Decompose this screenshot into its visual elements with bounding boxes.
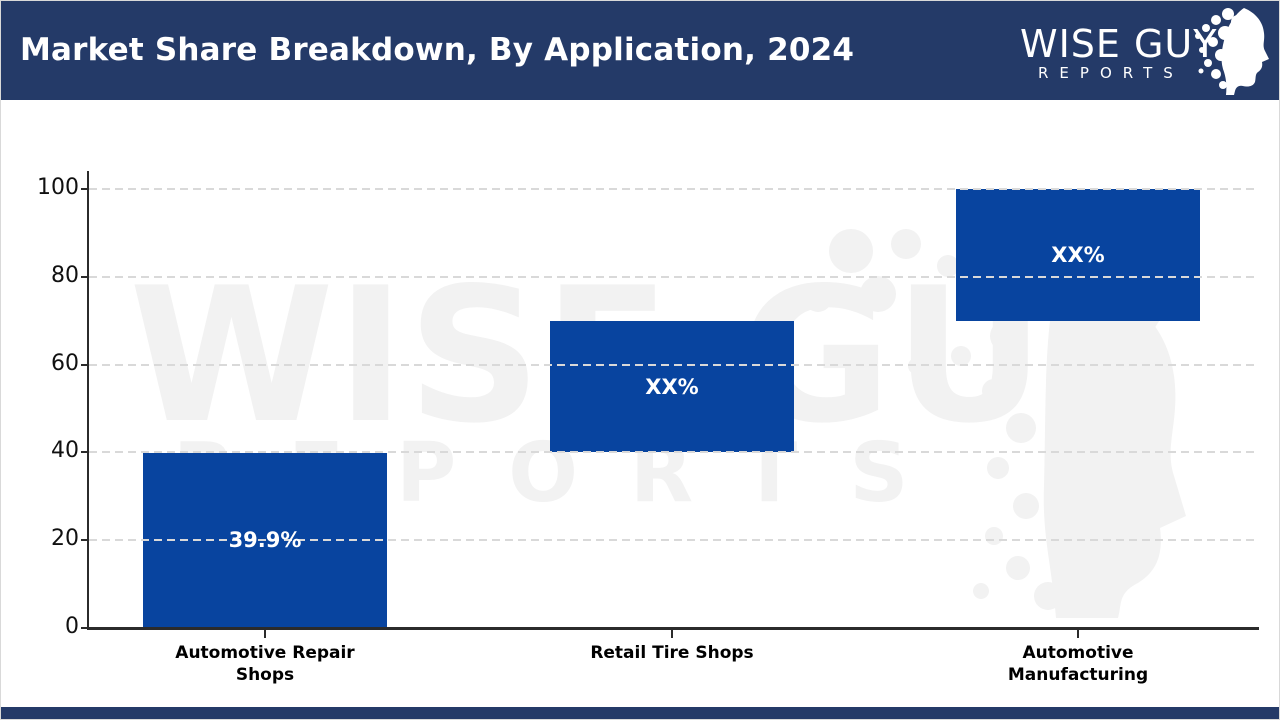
bar-value-label: 39.9% — [228, 528, 302, 553]
bar-value-label: XX% — [1051, 242, 1105, 267]
bar-value-label: XX% — [645, 374, 699, 399]
y-gridline — [89, 188, 1257, 190]
y-tick-mark — [81, 451, 89, 454]
y-tick-label: 80 — [51, 262, 79, 288]
logo-face-icon — [1195, 8, 1269, 95]
footer-bar — [1, 707, 1279, 719]
x-category-label: Automotive Manufacturing — [1007, 643, 1149, 685]
y-tick-mark — [81, 539, 89, 542]
bar[interactable] — [550, 320, 794, 453]
y-gridline — [89, 451, 1257, 454]
y-tick-label: 20 — [51, 526, 79, 552]
x-tick-mark — [1077, 630, 1079, 638]
y-gridline — [89, 539, 1257, 542]
wiseguy-logo: WISE GUY REPORTS — [1020, 4, 1270, 96]
y-tick-mark — [81, 275, 89, 278]
y-tick-label: 0 — [65, 614, 79, 639]
x-category-label: Retail Tire Shops — [590, 643, 754, 663]
y-tick-label: 40 — [51, 438, 79, 464]
logo-wordmark: WISE GUY — [1020, 22, 1218, 66]
logo-subtitle: REPORTS — [1038, 64, 1184, 82]
x-category-label: Automotive Repair Shops — [175, 643, 355, 685]
header-bar: Market Share Breakdown, By Application, … — [1, 1, 1279, 100]
y-tick-mark — [81, 188, 89, 190]
y-tick-label: 100 — [37, 175, 79, 200]
y-tick-mark — [81, 627, 89, 629]
y-gridline — [89, 363, 1257, 366]
page-title: Market Share Breakdown, By Application, … — [20, 32, 855, 68]
x-tick-mark — [264, 630, 266, 638]
x-tick-mark — [671, 630, 673, 638]
y-tick-mark — [81, 363, 89, 366]
y-axis-line — [87, 171, 89, 630]
x-axis-line — [87, 627, 1259, 630]
y-gridline — [89, 275, 1257, 278]
y-tick-label: 60 — [51, 350, 79, 376]
